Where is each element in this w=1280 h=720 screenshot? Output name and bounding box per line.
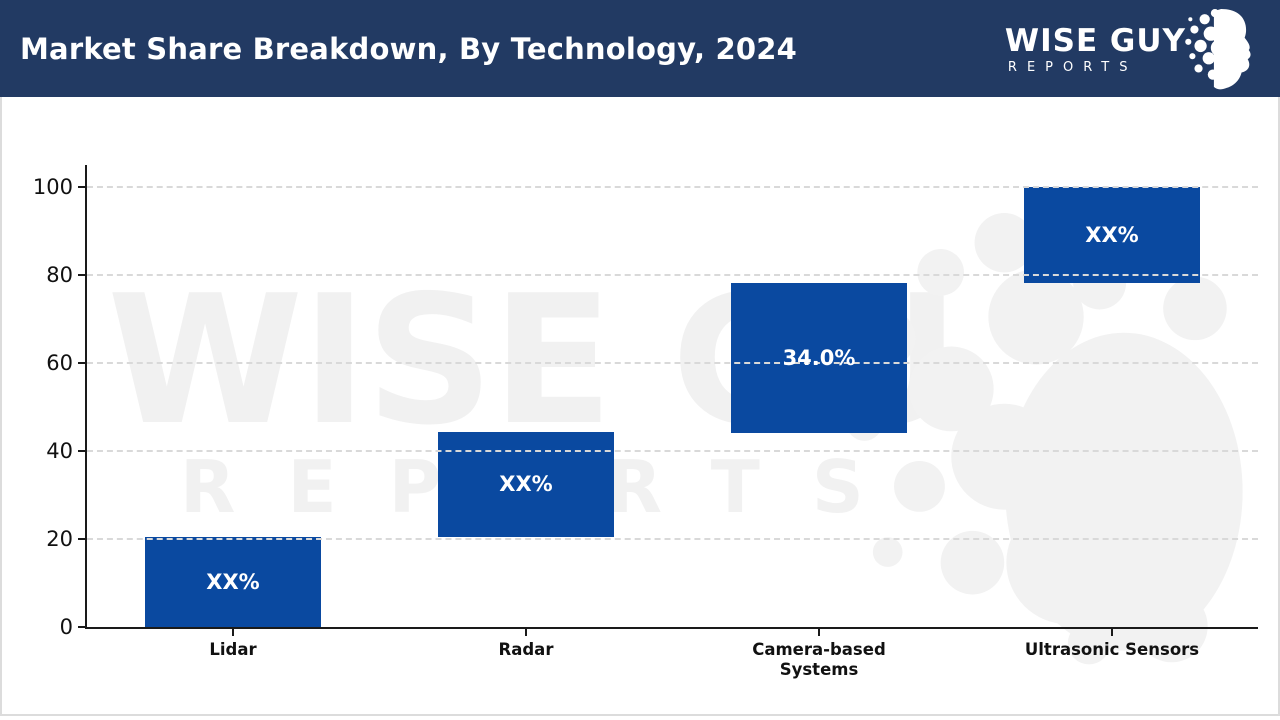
- y-tick-label: 60: [46, 351, 73, 375]
- y-tick-label: 0: [59, 615, 73, 639]
- y-tick-mark: [78, 186, 86, 188]
- x-category-label: Camera-based Systems: [752, 640, 886, 679]
- x-axis-line: [85, 627, 1258, 629]
- x-category-label: Ultrasonic Sensors: [1024, 640, 1200, 659]
- bar-radar: [438, 432, 614, 537]
- x-tick-mark: [525, 629, 527, 636]
- bar-lidar: [145, 536, 321, 627]
- logo-wordmark-line2: REPORTS: [1007, 59, 1138, 75]
- y-tick-label: 80: [46, 263, 73, 287]
- x-tick-mark: [1111, 629, 1113, 636]
- chart-panel: WISE GU REPORTS: [0, 97, 1280, 716]
- x-tick-mark: [232, 629, 234, 636]
- logo-face-icon: [1185, 8, 1251, 89]
- bar-value-label-lidar: XX%: [206, 569, 260, 594]
- logo-wordmark-line1: WISE GUY: [1004, 22, 1186, 59]
- grid-line: [87, 538, 1258, 540]
- bar-value-label-ultrasonic-sensors: XX%: [1085, 222, 1139, 247]
- y-tick-mark: [78, 538, 86, 540]
- waterfall-chart: 0 20 40 60 80 100 XX% XX% 34.0% XX% Lidar Radar Came…: [2, 97, 1278, 714]
- bar-value-label-radar: XX%: [499, 472, 553, 497]
- y-tick-mark: [78, 362, 86, 364]
- y-tick-label: 40: [46, 439, 73, 463]
- grid-line: [87, 362, 1258, 364]
- header-banner: Market Share Breakdown, By Technology, 2…: [0, 0, 1280, 97]
- grid-line: [87, 186, 1258, 188]
- y-tick-label: 20: [46, 527, 73, 551]
- grid-line: [87, 450, 1258, 452]
- y-tick-mark: [78, 450, 86, 452]
- y-tick-label: 100: [32, 175, 73, 199]
- x-category-label: Radar: [498, 640, 554, 659]
- y-tick-mark: [78, 626, 86, 628]
- grid-line: [87, 274, 1258, 276]
- brand-logo: WISE GUY REPORTS: [1005, 7, 1254, 91]
- y-tick-mark: [78, 274, 86, 276]
- x-tick-mark: [818, 629, 820, 636]
- chart-title: Market Share Breakdown, By Technology, 2…: [20, 31, 798, 66]
- x-category-label: Lidar: [209, 640, 257, 659]
- logo-wordmark: WISE GUY REPORTS: [1005, 23, 1186, 75]
- bar-value-label-camera-based-systems: 34.0%: [782, 345, 856, 370]
- y-axis-line: [85, 165, 87, 629]
